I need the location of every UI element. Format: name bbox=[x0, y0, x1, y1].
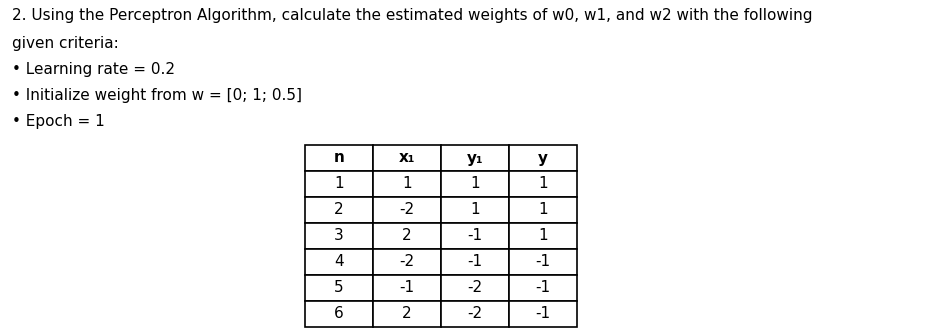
Bar bbox=[305, 223, 373, 249]
Text: 4: 4 bbox=[334, 254, 343, 269]
Text: 1: 1 bbox=[538, 176, 548, 192]
Text: given criteria:: given criteria: bbox=[12, 36, 119, 51]
Text: 2: 2 bbox=[334, 203, 343, 217]
Bar bbox=[441, 197, 509, 223]
Text: 6: 6 bbox=[334, 306, 343, 322]
Bar bbox=[373, 223, 441, 249]
Text: y: y bbox=[538, 151, 548, 166]
Text: n: n bbox=[333, 151, 344, 166]
Text: • Initialize weight from w = [0; 1; 0.5]: • Initialize weight from w = [0; 1; 0.5] bbox=[12, 88, 302, 103]
Bar bbox=[509, 275, 577, 301]
Text: 1: 1 bbox=[538, 228, 548, 244]
Text: -1: -1 bbox=[468, 228, 483, 244]
Bar bbox=[509, 197, 577, 223]
Bar bbox=[373, 197, 441, 223]
Bar bbox=[441, 223, 509, 249]
Bar bbox=[509, 171, 577, 197]
Bar bbox=[305, 249, 373, 275]
Text: 2: 2 bbox=[402, 228, 412, 244]
Bar bbox=[373, 301, 441, 327]
Bar bbox=[509, 249, 577, 275]
Bar bbox=[373, 171, 441, 197]
Bar bbox=[305, 145, 373, 171]
Text: -2: -2 bbox=[399, 254, 415, 269]
Text: -1: -1 bbox=[468, 254, 483, 269]
Text: -1: -1 bbox=[399, 281, 415, 295]
Bar bbox=[509, 145, 577, 171]
Bar bbox=[441, 145, 509, 171]
Bar bbox=[305, 171, 373, 197]
Text: V: V bbox=[917, 84, 927, 97]
Text: 2. Using the Perceptron Algorithm, calculate the estimated weights of w0, w1, an: 2. Using the Perceptron Algorithm, calcu… bbox=[12, 8, 812, 23]
Text: -2: -2 bbox=[468, 281, 483, 295]
Text: y₁: y₁ bbox=[467, 151, 484, 166]
Text: -1: -1 bbox=[535, 254, 550, 269]
Bar bbox=[441, 249, 509, 275]
Bar bbox=[441, 275, 509, 301]
Text: -1: -1 bbox=[535, 281, 550, 295]
Text: -1: -1 bbox=[535, 306, 550, 322]
Text: 1: 1 bbox=[470, 176, 480, 192]
Text: 5: 5 bbox=[334, 281, 343, 295]
Text: -2: -2 bbox=[468, 306, 483, 322]
Bar bbox=[441, 301, 509, 327]
Text: 1: 1 bbox=[334, 176, 343, 192]
Text: 3: 3 bbox=[334, 228, 343, 244]
Bar bbox=[373, 249, 441, 275]
Bar bbox=[373, 275, 441, 301]
Bar bbox=[305, 275, 373, 301]
Text: 1: 1 bbox=[470, 203, 480, 217]
Bar bbox=[373, 145, 441, 171]
Text: • Epoch = 1: • Epoch = 1 bbox=[12, 114, 104, 129]
Bar bbox=[509, 223, 577, 249]
Text: x₁: x₁ bbox=[399, 151, 415, 166]
Text: 2: 2 bbox=[402, 306, 412, 322]
Bar bbox=[441, 171, 509, 197]
Text: -2: -2 bbox=[399, 203, 415, 217]
Text: 1: 1 bbox=[402, 176, 412, 192]
Bar bbox=[509, 301, 577, 327]
Text: 1: 1 bbox=[538, 203, 548, 217]
Bar bbox=[305, 197, 373, 223]
Bar bbox=[305, 301, 373, 327]
Text: n: n bbox=[917, 13, 927, 27]
Text: • Learning rate = 0.2: • Learning rate = 0.2 bbox=[12, 62, 175, 77]
